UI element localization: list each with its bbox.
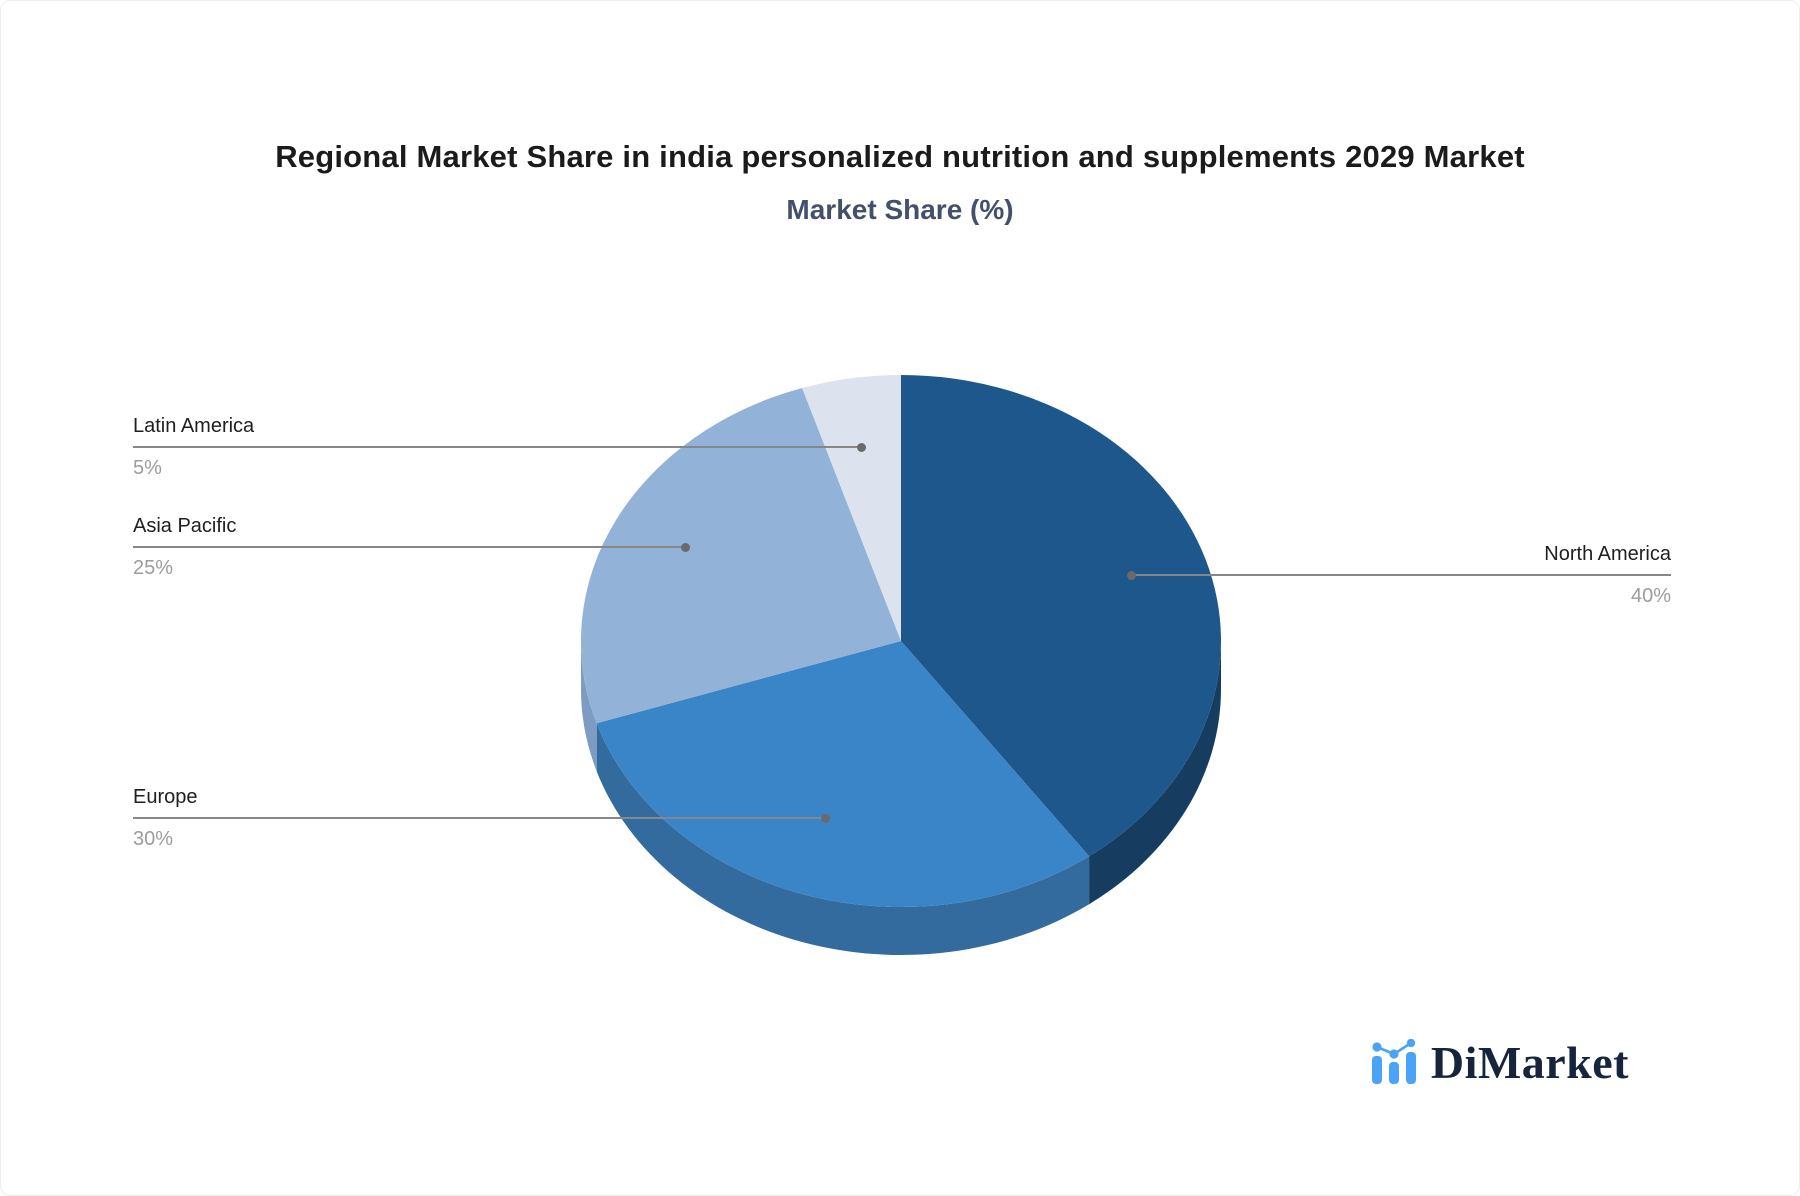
callout-value: 25% [133,557,174,579]
leader-dot [1127,570,1136,580]
pie-slice-north-america [901,375,1222,857]
callout-label: North America [1544,543,1671,565]
callout-label: Europe [133,786,198,808]
callout-latin-america: Latin America 5% [133,414,866,480]
chart-subtitle: Market Share (%) [786,194,1014,225]
leader-line [1127,570,1671,580]
pie-side-north-america [1089,641,1221,905]
pie-slice-europe [596,641,1090,908]
callout-value: 40% [1630,585,1671,607]
leader-line [133,542,690,552]
leader-dot [857,442,866,452]
pie-slice-latin-america [802,375,901,641]
chart-title: Regional Market Share in india personali… [275,139,1525,174]
callout-value: 5% [133,457,162,479]
leader-dot [821,813,830,823]
callout-value: 30% [133,828,174,850]
leader-dot [681,542,690,552]
callout-label: Latin America [133,415,255,437]
callout-label: Asia Pacific [133,515,237,537]
pie-slice-asia-pacific [581,388,901,724]
pie-side-asia-pacific [581,641,597,772]
callout-north-america: North America 40% [1127,542,1671,608]
pie-slices-group [581,375,1222,956]
bar-line-chart-icon [1371,1039,1416,1084]
logo-wordmark: DiMarket [1430,1036,1629,1088]
callout-asia-pacific: Asia Pacific 25% [133,514,690,580]
callout-europe: Europe 30% [133,785,830,851]
leader-line [133,813,830,823]
leader-line [133,442,866,452]
pie-side-europe [596,723,1090,956]
dimarket-logo: DiMarket [1370,1039,1629,1086]
